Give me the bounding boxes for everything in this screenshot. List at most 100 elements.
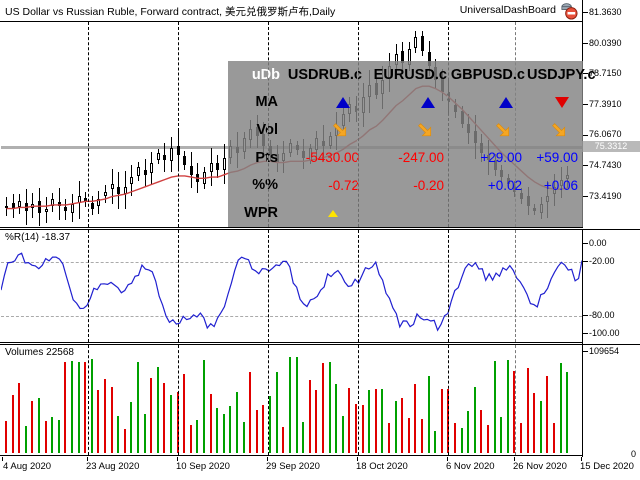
- cell-pts-2: -247.00: [398, 150, 444, 166]
- volume-bar: [321, 362, 324, 453]
- date-tick-mark: [447, 457, 448, 461]
- candlestick: [18, 22, 22, 227]
- row-label-pts: Pts: [255, 149, 278, 166]
- volume-bar: [295, 357, 298, 453]
- row-label-vol: Vol: [256, 121, 278, 138]
- universal-dashboard-panel[interactable]: uDb USDRUB.c EURUSD.c GBPUSD.c USDJPY.c MA Vol…: [228, 61, 596, 227]
- volume-bar: [229, 405, 232, 453]
- volume-bar: [506, 360, 509, 453]
- dashboard-gridline: [447, 61, 448, 227]
- ma-signal-cell: [449, 96, 527, 108]
- volume-bar: [387, 422, 390, 453]
- volume-bar: [519, 422, 522, 453]
- volume-bar: [493, 361, 496, 453]
- wpr-axis: 0.00 -20.00 -80.00 -100.00: [582, 230, 640, 344]
- volume-bar: [460, 428, 463, 453]
- volume-bar: [440, 389, 443, 453]
- wpr-tick: 0.00: [583, 239, 607, 248]
- volume-bar: [249, 371, 252, 453]
- dashboard-grid: uDb USDRUB.c EURUSD.c GBPUSD.c USDJPY.c MA Vol…: [228, 61, 596, 227]
- volume-bar: [394, 401, 397, 453]
- volume-bar: [500, 417, 503, 453]
- volume-bar: [348, 388, 351, 453]
- volume-bar: [24, 425, 27, 453]
- volume-bar: [275, 371, 278, 453]
- volume-bar: [559, 363, 562, 453]
- candlestick: [137, 22, 141, 227]
- dashboard-gridline: [357, 61, 358, 227]
- volume-bar: [242, 421, 245, 453]
- volume-indicator-pane[interactable]: Volumes 22568 109654: [0, 344, 640, 457]
- volume-bar: [203, 360, 206, 453]
- volume-bar: [341, 416, 344, 453]
- date-tick-mark: [581, 457, 582, 461]
- volume-bar: [552, 422, 555, 453]
- volume-bar: [335, 384, 338, 453]
- candlestick: [64, 22, 68, 227]
- vertical-gridline: [178, 230, 179, 342]
- date-tick-label: 10 Sep 2020: [176, 461, 230, 472]
- wpr-tick: -80.00: [583, 311, 615, 320]
- candlestick: [123, 22, 127, 227]
- candlestick: [51, 22, 55, 227]
- volume-bar: [480, 409, 483, 453]
- volume-bar: [420, 418, 423, 453]
- cell-pctpct-1: -0.72: [328, 177, 359, 193]
- candlestick: [5, 22, 8, 227]
- volume-bar: [427, 375, 430, 453]
- volume-max-tick: 109654: [583, 347, 619, 356]
- volume-bar: [269, 396, 272, 453]
- candlestick: [189, 22, 193, 227]
- volume-bar: [401, 398, 404, 453]
- candlestick: [38, 22, 41, 227]
- volume-bar: [143, 414, 146, 453]
- volume-bar: [434, 430, 437, 453]
- vol-signal-cell: [527, 122, 583, 139]
- cell-pts-4: +59.00: [536, 150, 578, 166]
- wpr-tick: -20.00: [583, 257, 615, 266]
- wpr-line: [1, 252, 582, 332]
- candlestick: [77, 22, 81, 227]
- volume-bar: [5, 421, 7, 453]
- candlestick: [24, 22, 28, 227]
- volume-bar: [453, 423, 456, 453]
- indicator-name-label: UniversalDashBoard: [459, 4, 556, 16]
- triangle-up-icon: [421, 96, 435, 108]
- volume-bar: [282, 426, 285, 453]
- candlestick: [203, 22, 207, 227]
- volume-bar: [361, 405, 364, 453]
- wpr-signal-cell: [282, 209, 364, 217]
- candlestick: [71, 22, 75, 227]
- price-tick: 80.0390: [583, 38, 622, 48]
- candlestick: [57, 22, 61, 227]
- arrow-down-right-icon: [552, 122, 566, 136]
- volume-bar: [209, 393, 212, 453]
- date-tick-mark: [267, 457, 268, 461]
- wpr-indicator-pane[interactable]: %R(14) -18.37 0.00 -20.00 -80.00 -100.00: [0, 229, 640, 344]
- volume-bar: [123, 429, 126, 453]
- volume-bar: [381, 388, 384, 453]
- candlestick: [420, 22, 424, 227]
- volume-bar: [104, 379, 107, 453]
- price-tick: 73.4190: [583, 191, 622, 201]
- arrow-down-right-icon: [418, 122, 432, 136]
- chart-header: US Dollar vs Russian Ruble, Forward cont…: [0, 0, 582, 22]
- volume-bar: [90, 358, 93, 453]
- date-tick-label: 26 Nov 2020: [513, 461, 567, 472]
- volume-bar: [513, 371, 516, 453]
- symbol-header-4: USDJPY.c: [527, 66, 596, 83]
- price-tick: 77.3910: [583, 99, 622, 109]
- volume-bar: [222, 414, 225, 453]
- arrow-down-right-icon: [333, 122, 347, 136]
- volume-bar: [31, 400, 34, 453]
- candlestick: [31, 22, 35, 227]
- date-tick-mark: [357, 457, 358, 461]
- volume-bar: [51, 416, 54, 453]
- candlestick: [150, 22, 154, 227]
- triangle-down-icon: [555, 96, 569, 108]
- volume-bar: [546, 375, 549, 453]
- wpr-label: %R(14) -18.37: [5, 232, 71, 243]
- dashboard-gridline: [267, 61, 268, 227]
- volume-bar: [64, 362, 67, 453]
- date-tick-label: 23 Aug 2020: [86, 461, 140, 472]
